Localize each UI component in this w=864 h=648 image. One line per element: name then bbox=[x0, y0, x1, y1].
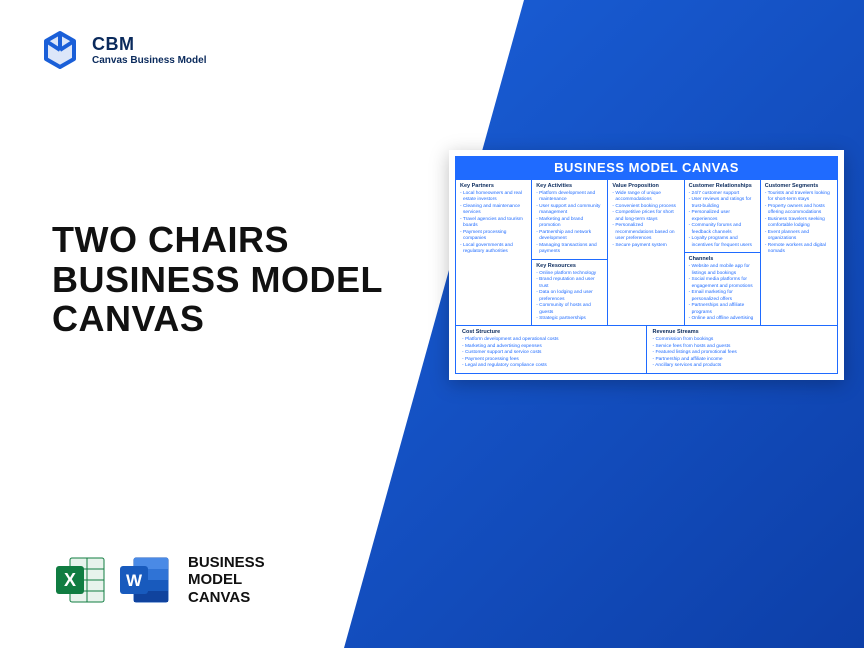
bottom-label: BUSINESS MODEL CANVAS bbox=[188, 554, 265, 606]
cell-item: Local homeowners and real estate investo… bbox=[460, 191, 527, 204]
canvas-column: Key Partners Local homeowners and real es… bbox=[456, 180, 532, 325]
cell-item: Wide range of unique accommodations bbox=[612, 191, 679, 204]
canvas-cell: Customer Segments Tourists and travelers … bbox=[761, 180, 837, 259]
bottom-apps-block: X W BUSINESS MODEL CANVAS bbox=[52, 552, 265, 608]
bottom-line: CANVAS bbox=[188, 589, 265, 606]
cell-item: Managing transactions and payments bbox=[536, 243, 603, 256]
title-line: TWO CHAIRS bbox=[52, 220, 383, 260]
cell-list: Tourists and travelers looking for short… bbox=[765, 191, 833, 256]
cell-item: Remote workers and digital nomads bbox=[765, 243, 833, 256]
cell-item: Cleaning and maintenance services bbox=[460, 204, 527, 217]
logo-icon bbox=[40, 30, 80, 70]
canvas-cell: Value Proposition Wide range of unique ac… bbox=[608, 180, 683, 252]
cell-item: Ancillary services and products bbox=[653, 363, 832, 369]
cell-item: Tourists and travelers looking for short… bbox=[765, 191, 833, 204]
cell-title: Key Partners bbox=[460, 183, 527, 189]
canvas-column: Key Activities Platform development and m… bbox=[532, 180, 608, 325]
canvas-cell: Channels Website and mobile app for listi… bbox=[685, 252, 760, 325]
bottom-line: BUSINESS bbox=[188, 554, 265, 571]
cell-list: Commission from bookingsService fees fro… bbox=[653, 337, 832, 369]
cell-item: Community forums and feedback channels bbox=[689, 223, 756, 236]
cell-title: Value Proposition bbox=[612, 183, 679, 189]
cell-title: Customer Segments bbox=[765, 183, 833, 189]
cell-title: Channels bbox=[689, 256, 756, 262]
cell-title: Key Activities bbox=[536, 183, 603, 189]
cell-title: Key Resources bbox=[536, 263, 603, 269]
title-line: BUSINESS MODEL bbox=[52, 260, 383, 300]
main-title: TWO CHAIRS BUSINESS MODEL CANVAS bbox=[52, 220, 383, 339]
canvas-column: Customer Segments Tourists and travelers … bbox=[761, 180, 837, 325]
cell-item: Competitive prices for short and long-te… bbox=[612, 210, 679, 223]
canvas-grid: Key Partners Local homeowners and real es… bbox=[455, 179, 838, 374]
cell-item: Email marketing for personalized offers bbox=[689, 290, 756, 303]
bottom-line: MODEL bbox=[188, 571, 265, 588]
canvas-column: Value Proposition Wide range of unique ac… bbox=[608, 180, 684, 325]
title-line: CANVAS bbox=[52, 299, 383, 339]
cell-item: Personalized recommendations based on us… bbox=[612, 223, 679, 242]
canvas-cell: Key Activities Platform development and m… bbox=[532, 180, 607, 259]
cell-list: 24/7 customer supportUser reviews and ra… bbox=[689, 191, 756, 249]
cell-item: Brand reputation and user trust bbox=[536, 277, 603, 290]
cell-item: Legal and regulatory compliance costs bbox=[462, 363, 640, 369]
cell-item: Event planners and organizations bbox=[765, 230, 833, 243]
canvas-cell: Key Partners Local homeowners and real es… bbox=[456, 180, 531, 259]
canvas-cell: Key Resources Online platform technologyB… bbox=[532, 259, 607, 326]
cell-item: Local governments and regulatory authori… bbox=[460, 243, 527, 256]
logo-block: CBM Canvas Business Model bbox=[40, 30, 206, 70]
cell-item: Website and mobile app for listings and … bbox=[689, 264, 756, 277]
canvas-cell: Customer Relationships 24/7 customer supp… bbox=[685, 180, 760, 252]
cell-item: Platform development and maintenance bbox=[536, 191, 603, 204]
cell-item: Marketing and brand promotion bbox=[536, 217, 603, 230]
cell-item: Property owners and hosts offering accom… bbox=[765, 204, 833, 217]
cell-item: Loyalty programs and incentives for freq… bbox=[689, 236, 756, 249]
cell-item: Data on lodging and user preferences bbox=[536, 290, 603, 303]
cell-list: Platform development and maintenanceUser… bbox=[536, 191, 603, 256]
cell-list: Wide range of unique accommodationsConve… bbox=[612, 191, 679, 249]
svg-text:W: W bbox=[126, 571, 143, 590]
cell-title: Revenue Streams bbox=[653, 329, 832, 335]
canvas-preview-card: BUSINESS MODEL CANVAS Key Partners Local … bbox=[449, 150, 844, 380]
cell-item: Social media platforms for engagement an… bbox=[689, 277, 756, 290]
cell-item: Secure payment system bbox=[612, 243, 679, 249]
cell-item: Travel agencies and tourism boards bbox=[460, 217, 527, 230]
cell-item: User reviews and ratings for trust-build… bbox=[689, 197, 756, 210]
cell-list: Local homeowners and real estate investo… bbox=[460, 191, 527, 256]
logo-subtitle: Canvas Business Model bbox=[92, 55, 206, 66]
cell-list: Online platform technologyBrand reputati… bbox=[536, 271, 603, 323]
cell-item: Partnership and network development bbox=[536, 230, 603, 243]
word-icon: W bbox=[116, 552, 172, 608]
cell-item: Business travelers seeking comfortable l… bbox=[765, 217, 833, 230]
cell-title: Cost Structure bbox=[462, 329, 640, 335]
excel-icon: X bbox=[52, 552, 108, 608]
canvas-header: BUSINESS MODEL CANVAS bbox=[455, 156, 838, 179]
canvas-bottom-cell: Cost Structure Platform development and o… bbox=[456, 326, 647, 372]
logo-title: CBM bbox=[92, 34, 206, 55]
cell-list: Platform development and operational cos… bbox=[462, 337, 640, 369]
cell-title: Customer Relationships bbox=[689, 183, 756, 189]
cell-item: Online and offline advertising bbox=[689, 316, 756, 322]
cell-item: Personalized user experiences bbox=[689, 210, 756, 223]
canvas-column: Customer Relationships 24/7 customer supp… bbox=[685, 180, 761, 325]
cell-item: Payment processing companies bbox=[460, 230, 527, 243]
svg-text:X: X bbox=[64, 570, 76, 590]
cell-item: Community of hosts and guests bbox=[536, 303, 603, 316]
canvas-bottom-cell: Revenue Streams Commission from bookingsS… bbox=[647, 326, 838, 372]
cell-item: Strategic partnerships bbox=[536, 316, 603, 322]
cell-list: Website and mobile app for listings and … bbox=[689, 264, 756, 322]
cell-item: Partnerships and affiliate programs bbox=[689, 303, 756, 316]
cell-item: User support and community management bbox=[536, 204, 603, 217]
